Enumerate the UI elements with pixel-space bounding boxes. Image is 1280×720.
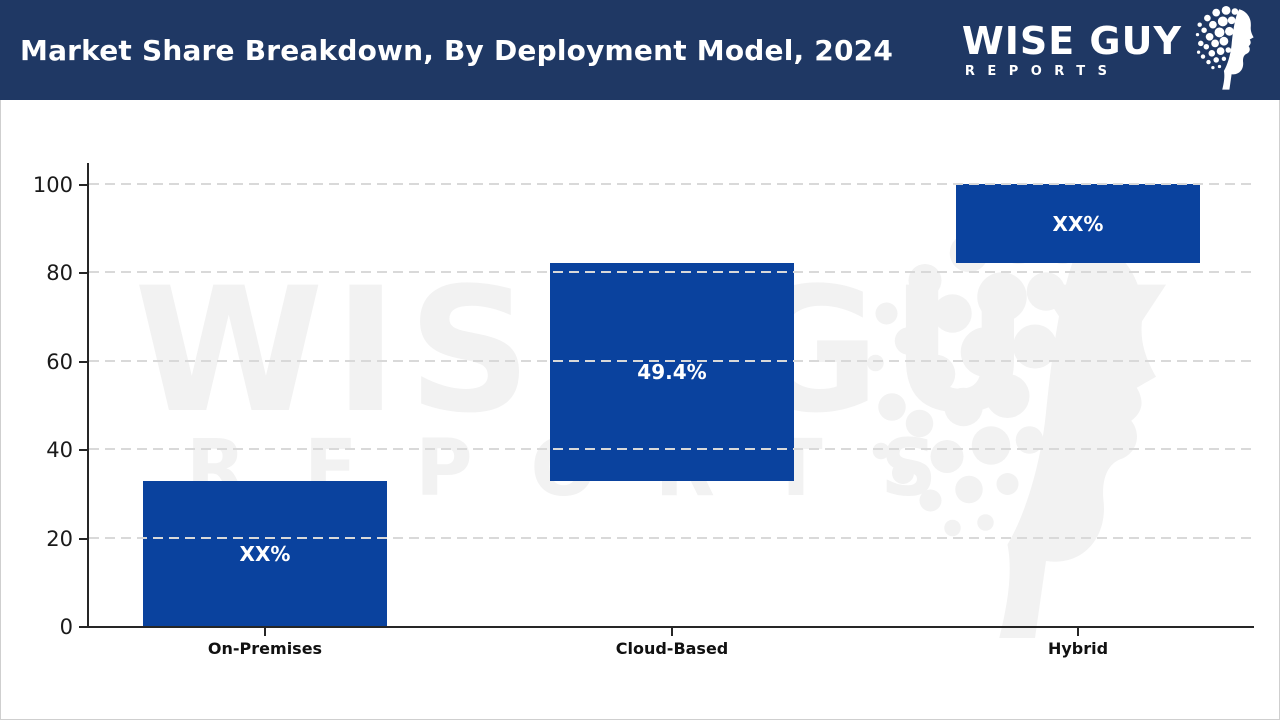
bar-value-label: XX% bbox=[239, 541, 291, 566]
y-tick-40 bbox=[79, 449, 87, 452]
y-tick-label-80: 80 bbox=[46, 261, 73, 286]
y-axis bbox=[87, 163, 89, 628]
bar-hybrid bbox=[956, 184, 1200, 264]
header: Market Share Breakdown, By Deployment Mo… bbox=[0, 0, 1280, 100]
y-tick-label-60: 60 bbox=[46, 349, 73, 374]
category-label: On-Premises bbox=[207, 639, 323, 658]
logo-text-block: WISE GUY REPORTS bbox=[962, 22, 1182, 78]
wiseguy-face-icon bbox=[1195, 6, 1254, 90]
logo-wordmark: WISE GUY bbox=[961, 19, 1182, 63]
y-tick-60 bbox=[79, 360, 87, 363]
gridline-80 bbox=[89, 271, 1254, 274]
x-tick-2 bbox=[671, 628, 673, 636]
gridline-20 bbox=[89, 536, 1254, 539]
y-tick-100 bbox=[79, 184, 87, 186]
y-tick-0 bbox=[79, 626, 87, 628]
wiseguy-logo: WISE GUY REPORTS bbox=[962, 6, 1262, 94]
x-axis bbox=[87, 626, 1254, 628]
gridline-60 bbox=[89, 359, 1254, 362]
y-tick-label-20: 20 bbox=[46, 526, 73, 551]
bar-on-premises bbox=[143, 481, 387, 626]
logo-subtext: REPORTS bbox=[964, 64, 1120, 79]
y-tick-label-100: 100 bbox=[32, 173, 73, 197]
gridline-100 bbox=[89, 183, 1254, 185]
category-label: Hybrid bbox=[1047, 639, 1109, 658]
y-tick-label-0: 0 bbox=[59, 615, 73, 639]
bar-value-label: 49.4% bbox=[637, 360, 707, 385]
category-label: Cloud-Based bbox=[615, 639, 729, 658]
watermark-face-icon bbox=[867, 220, 1156, 638]
y-tick-80 bbox=[79, 272, 87, 275]
y-tick-20 bbox=[79, 537, 87, 540]
x-tick-1 bbox=[264, 628, 266, 636]
y-tick-label-40: 40 bbox=[46, 438, 73, 463]
x-tick-3 bbox=[1077, 628, 1079, 636]
bar-value-label: XX% bbox=[1052, 211, 1104, 236]
gridline-40 bbox=[89, 448, 1254, 451]
page-title: Market Share Breakdown, By Deployment Mo… bbox=[20, 33, 894, 67]
bar-cloud-based bbox=[550, 263, 794, 482]
